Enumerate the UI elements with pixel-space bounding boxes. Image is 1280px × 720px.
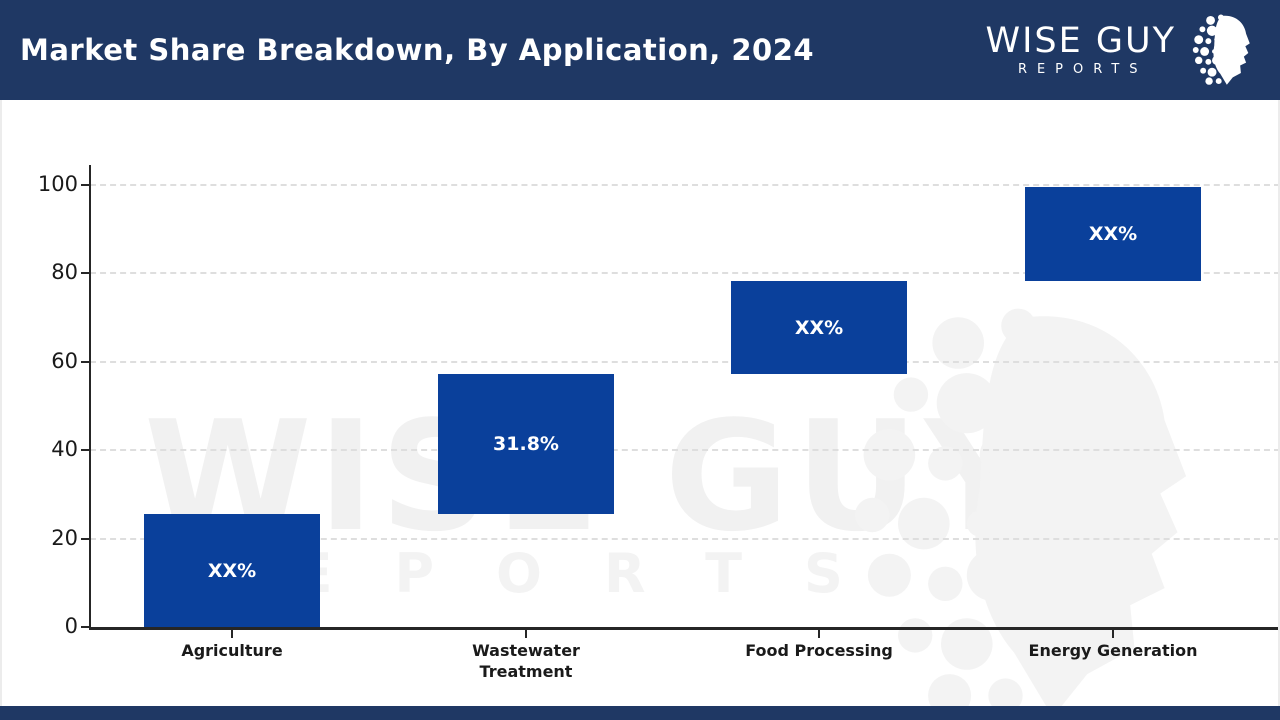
y-tick-label: 0 <box>64 614 78 638</box>
y-tick-mark <box>81 626 90 628</box>
bar-value-label: 31.8% <box>493 432 559 455</box>
y-tick-label: 80 <box>51 260 78 285</box>
y-tick-label: 40 <box>51 437 78 462</box>
x-category-label: Food Processing <box>699 640 939 661</box>
y-axis-line <box>89 165 91 630</box>
y-tick-mark <box>81 360 90 363</box>
x-tick-mark <box>1112 630 1114 638</box>
header-bar: Market Share Breakdown, By Application, … <box>0 0 1280 100</box>
x-axis-line <box>89 627 1278 630</box>
gridline <box>90 272 1278 275</box>
footer-bar <box>0 706 1280 720</box>
y-tick-mark <box>81 272 90 275</box>
brand-logo: WISE GUY REPORTS <box>985 9 1252 91</box>
x-category-label-line: Agriculture <box>181 641 283 660</box>
bar-value-label: XX% <box>207 559 257 582</box>
x-category-label: Energy Generation <box>993 640 1233 661</box>
y-tick-label: 100 <box>37 172 78 196</box>
wiseguy-head-icon <box>1192 14 1250 85</box>
gridline <box>90 449 1278 452</box>
y-tick-label: 20 <box>51 525 78 550</box>
chart-canvas: WISE GUY REPORTS 0 20 40 60 80 100 XX% Agricult… <box>0 100 1280 706</box>
bar-value-label: XX% <box>794 316 844 339</box>
y-tick-label: 60 <box>51 348 78 373</box>
x-category-label-line: Treatment <box>479 662 573 681</box>
y-tick-mark <box>81 184 90 186</box>
x-category-label-line: Wastewater <box>472 641 580 660</box>
gridline <box>90 184 1278 186</box>
gridline <box>90 360 1278 363</box>
x-category-label: Agriculture <box>112 640 352 661</box>
bar: 31.8% <box>438 373 614 515</box>
bar: XX% <box>731 281 907 374</box>
x-tick-mark <box>818 630 820 638</box>
x-category-label: Wastewater Treatment <box>406 640 646 682</box>
logo-line2: REPORTS <box>1017 61 1148 77</box>
y-tick-mark <box>81 449 90 452</box>
y-tick-mark <box>81 537 90 540</box>
page-title: Market Share Breakdown, By Application, … <box>20 33 815 67</box>
x-category-label-line: Food Processing <box>745 641 893 660</box>
bar: XX% <box>1025 187 1201 282</box>
logo-wordmark: WISE GUY REPORTS <box>985 23 1176 77</box>
logo-line1: WISE GUY <box>985 21 1176 62</box>
bar-value-label: XX% <box>1088 223 1138 246</box>
bar: XX% <box>144 514 320 627</box>
x-category-label-line: Energy Generation <box>1028 641 1198 660</box>
x-tick-mark <box>231 630 233 638</box>
x-tick-mark <box>525 630 527 638</box>
gridline <box>90 537 1278 540</box>
